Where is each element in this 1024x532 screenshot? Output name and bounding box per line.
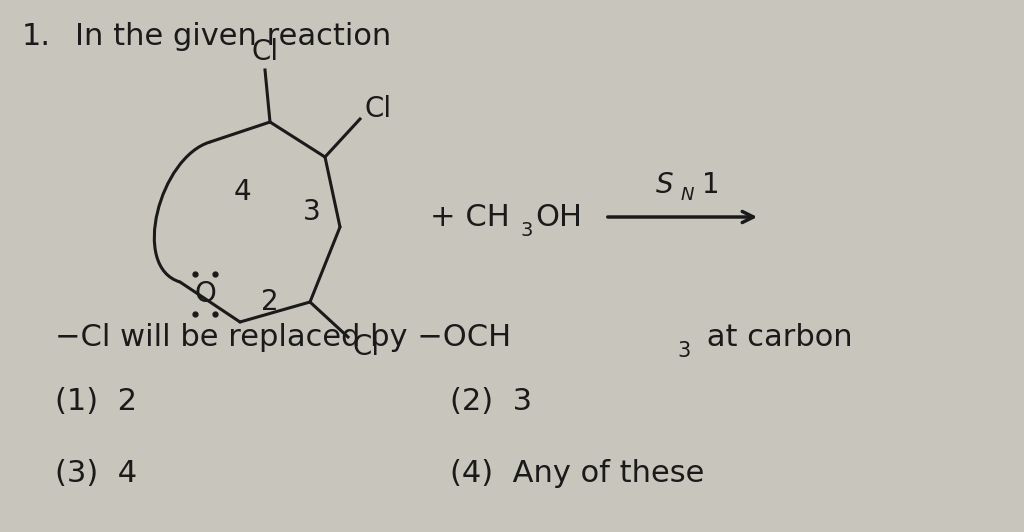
- Text: Cl: Cl: [352, 333, 380, 361]
- Text: In the given reaction: In the given reaction: [75, 22, 391, 51]
- Text: O: O: [195, 280, 216, 308]
- Text: at carbon: at carbon: [697, 322, 853, 352]
- Text: 3: 3: [677, 341, 690, 361]
- Text: (4)  Any of these: (4) Any of these: [450, 460, 705, 488]
- Text: N: N: [681, 186, 694, 204]
- Text: S: S: [655, 171, 674, 199]
- Text: (1)  2: (1) 2: [55, 387, 137, 417]
- Text: + CH: + CH: [430, 203, 510, 231]
- Text: (3)  4: (3) 4: [55, 460, 137, 488]
- Text: 1.: 1.: [22, 22, 51, 51]
- Text: 2: 2: [261, 288, 279, 316]
- Text: (2)  3: (2) 3: [450, 387, 532, 417]
- Text: Cl: Cl: [252, 38, 279, 66]
- Text: 4: 4: [233, 178, 251, 206]
- Text: −Cl will be replaced by −OCH: −Cl will be replaced by −OCH: [55, 322, 511, 352]
- Text: 3: 3: [303, 198, 321, 226]
- Text: Cl: Cl: [365, 95, 391, 123]
- Text: OH: OH: [535, 203, 582, 231]
- Text: 3: 3: [520, 220, 532, 239]
- Text: 1: 1: [701, 171, 719, 199]
